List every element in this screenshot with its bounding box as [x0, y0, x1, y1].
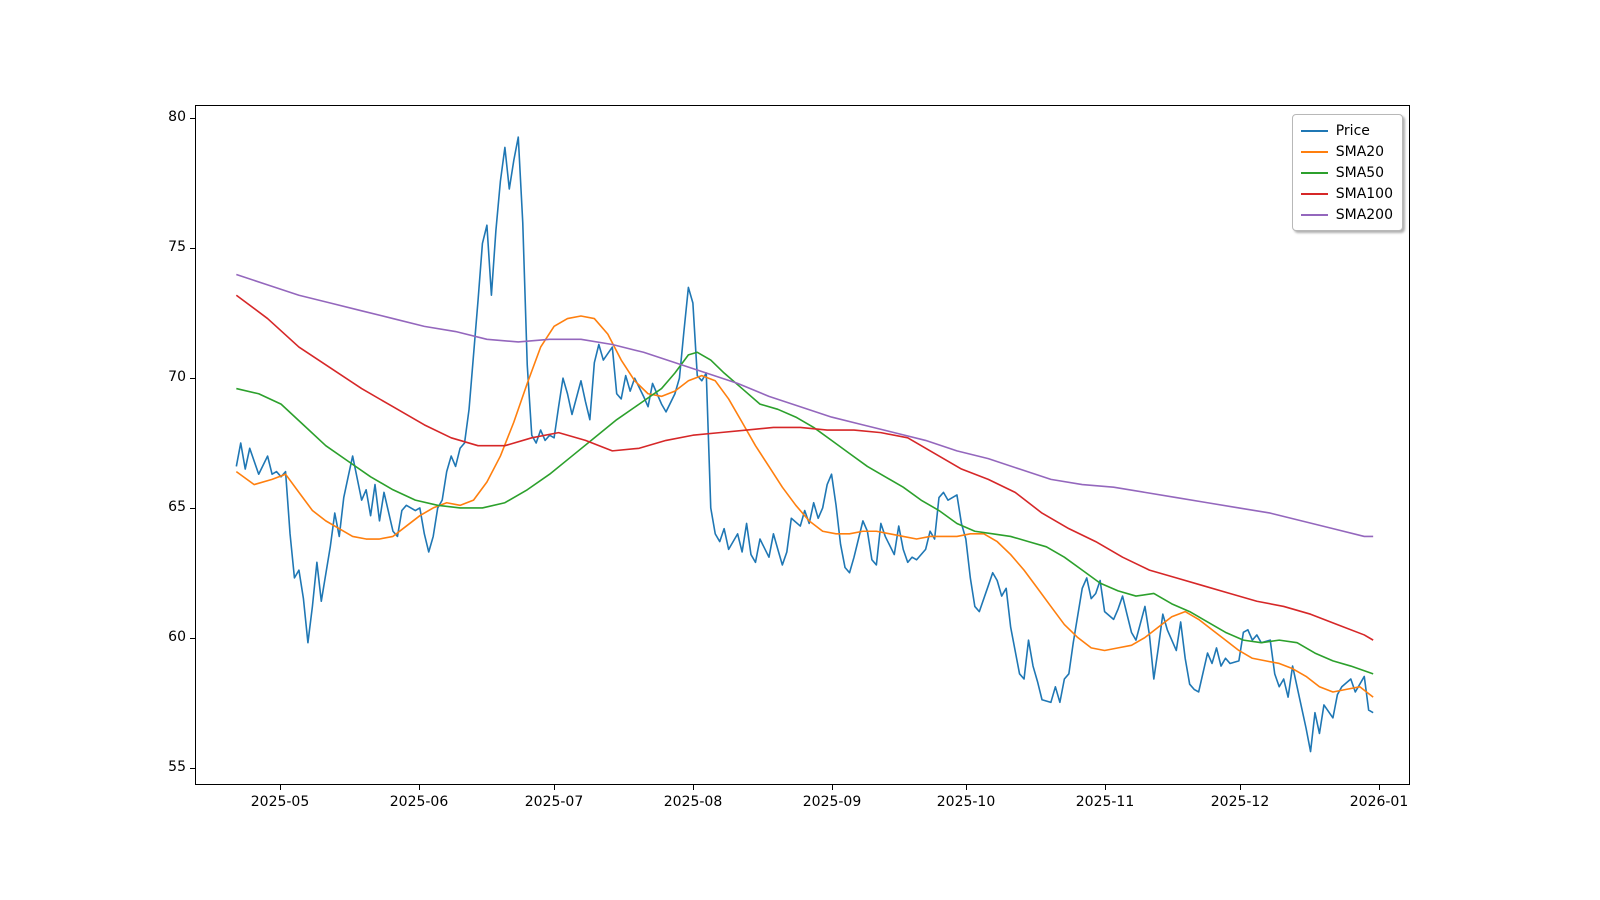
- x-tick-mark: [832, 785, 833, 790]
- y-tick-mark: [190, 378, 195, 379]
- x-tick-mark: [966, 785, 967, 790]
- y-tick-mark: [190, 118, 195, 119]
- x-tick-mark: [693, 785, 694, 790]
- x-tick-label: 2025-06: [389, 794, 449, 810]
- x-tick-mark: [1105, 785, 1106, 790]
- legend-label-sma100: SMA100: [1335, 185, 1393, 202]
- x-tick-label: 2025-11: [1075, 794, 1135, 810]
- y-tick-mark: [190, 768, 195, 769]
- legend-line-sample-sma20: [1300, 150, 1328, 153]
- legend-item-sma50: SMA50: [1300, 162, 1393, 183]
- legend-item-sma100: SMA100: [1300, 183, 1393, 204]
- series-line-sma50: [236, 351, 1374, 675]
- y-tick-mark: [190, 248, 195, 249]
- legend-item-price: Price: [1300, 120, 1393, 141]
- x-tick-mark: [554, 785, 555, 790]
- legend: Price SMA20 SMA50 SMA100 SMA200: [1291, 114, 1403, 231]
- y-tick-label: 60: [168, 629, 186, 645]
- x-tick-label: 2025-09: [802, 794, 862, 810]
- chart-canvas: [235, 136, 1374, 753]
- series-line-price: [235, 136, 1374, 753]
- y-tick-label: 70: [168, 369, 186, 385]
- x-tick-label: 2025-12: [1210, 794, 1270, 810]
- x-tick-label: 2026-01: [1349, 794, 1409, 810]
- series-line-sma200: [236, 273, 1374, 538]
- y-tick-label: 80: [168, 109, 186, 125]
- x-tick-label: 2025-10: [936, 794, 996, 810]
- x-tick-label: 2025-05: [250, 794, 310, 810]
- legend-line-sample-sma100: [1300, 192, 1328, 195]
- x-tick-mark: [1240, 785, 1241, 790]
- plot-area: Price SMA20 SMA50 SMA100 SMA200: [195, 105, 1410, 785]
- legend-line-sample-sma50: [1300, 171, 1328, 174]
- y-tick-mark: [190, 638, 195, 639]
- x-tick-mark: [280, 785, 281, 790]
- y-tick-label: 55: [168, 759, 186, 775]
- x-tick-mark: [1379, 785, 1380, 790]
- series-line-sma100: [235, 294, 1374, 641]
- legend-label-sma200: SMA200: [1335, 206, 1393, 223]
- x-tick-label: 2025-07: [524, 794, 584, 810]
- x-tick-label: 2025-08: [663, 794, 723, 810]
- legend-label-sma50: SMA50: [1335, 164, 1385, 181]
- y-tick-label: 75: [168, 239, 186, 255]
- legend-label-sma20: SMA20: [1335, 143, 1385, 160]
- legend-item-sma20: SMA20: [1300, 141, 1393, 162]
- legend-label-price: Price: [1335, 122, 1370, 139]
- legend-line-sample-sma200: [1300, 213, 1328, 216]
- y-tick-label: 65: [168, 499, 186, 515]
- y-tick-mark: [190, 508, 195, 509]
- x-tick-mark: [419, 785, 420, 790]
- series-line-sma20: [235, 315, 1374, 698]
- legend-item-sma200: SMA200: [1300, 204, 1393, 225]
- legend-line-sample-price: [1300, 129, 1328, 132]
